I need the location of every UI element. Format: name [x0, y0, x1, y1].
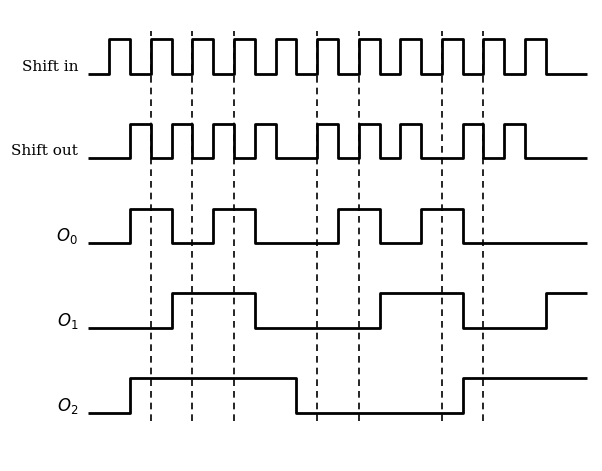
Text: Shift in: Shift in [22, 60, 78, 73]
Text: $O_2$: $O_2$ [57, 396, 78, 416]
Text: Shift out: Shift out [11, 145, 78, 158]
Text: $O_1$: $O_1$ [57, 311, 78, 331]
Text: $O_0$: $O_0$ [57, 226, 78, 246]
